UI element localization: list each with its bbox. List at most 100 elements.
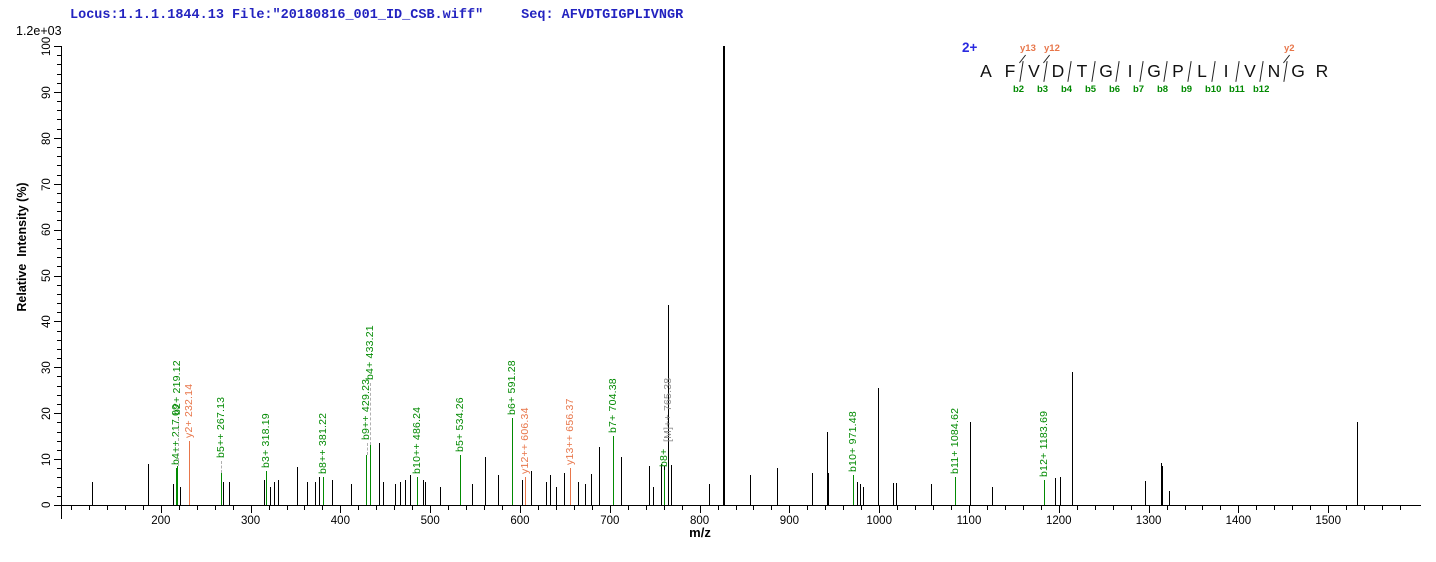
y-minor-tick bbox=[57, 156, 61, 158]
y-major-tick bbox=[54, 183, 61, 185]
x-minor-tick bbox=[1004, 506, 1006, 510]
x-minor-tick bbox=[1022, 506, 1024, 510]
x-major-tick bbox=[1058, 506, 1060, 513]
residue-letter: P bbox=[1172, 60, 1184, 81]
cleavage-gap: b11 bbox=[1229, 58, 1245, 95]
x-tick-label: 600 bbox=[510, 515, 530, 527]
x-tick-label: 1300 bbox=[1135, 515, 1162, 527]
peak bbox=[409, 475, 411, 505]
y-minor-tick bbox=[57, 348, 61, 350]
x-minor-tick bbox=[1202, 506, 1204, 510]
x-minor-tick bbox=[663, 506, 665, 510]
peak bbox=[425, 482, 427, 505]
y-tick-label: 0 bbox=[41, 501, 53, 509]
y-ion-label: y13 bbox=[1020, 43, 1036, 54]
y-minor-tick bbox=[57, 312, 61, 314]
peak bbox=[471, 484, 473, 505]
x-minor-tick bbox=[951, 506, 953, 510]
peak bbox=[1357, 422, 1359, 505]
x-minor-tick bbox=[88, 506, 90, 510]
cleavage-gap: b12 bbox=[1253, 58, 1269, 95]
peak bbox=[895, 483, 897, 505]
y-minor-tick bbox=[57, 449, 61, 451]
y-tick-label: 100 bbox=[41, 37, 53, 57]
y-major-tick bbox=[54, 229, 61, 231]
annotated-peak bbox=[177, 465, 179, 505]
y-tick-label: 30 bbox=[41, 361, 53, 375]
peak bbox=[777, 468, 779, 505]
cleavage-mark bbox=[1043, 61, 1048, 82]
y-minor-tick bbox=[57, 101, 61, 103]
peak bbox=[648, 465, 650, 505]
peak bbox=[92, 482, 94, 505]
peak bbox=[314, 482, 316, 505]
annotated-peak bbox=[613, 436, 615, 505]
peak bbox=[264, 479, 266, 505]
x-tick-label: 1400 bbox=[1225, 515, 1252, 527]
annotated-peak bbox=[323, 477, 325, 505]
peak-label: b5+ 534.26 bbox=[454, 396, 467, 452]
y-major-tick bbox=[54, 459, 61, 461]
b-ion-label: b10 bbox=[1205, 84, 1222, 95]
peak bbox=[440, 486, 442, 505]
b-ion-label: b5 bbox=[1085, 84, 1097, 95]
annotated-peak bbox=[954, 477, 956, 505]
x-minor-tick bbox=[753, 506, 755, 510]
peak bbox=[485, 456, 487, 505]
peak bbox=[970, 422, 972, 505]
annotated-peak bbox=[853, 475, 855, 505]
annotated-peak bbox=[668, 305, 669, 505]
peak bbox=[546, 482, 548, 505]
peak bbox=[497, 475, 499, 505]
y-minor-tick bbox=[57, 385, 61, 387]
x-tick-label: 200 bbox=[151, 515, 171, 527]
peak bbox=[1168, 490, 1170, 505]
annotated-peak bbox=[1043, 479, 1045, 505]
y-major-tick bbox=[54, 91, 61, 93]
residue-letter: R bbox=[1315, 60, 1329, 81]
peak bbox=[229, 482, 231, 505]
peak bbox=[671, 464, 673, 505]
peak bbox=[531, 470, 533, 505]
y-major-tick bbox=[54, 367, 61, 369]
cleavage-gap: b5 bbox=[1085, 58, 1098, 95]
annotated-peak bbox=[266, 470, 268, 505]
peak bbox=[1054, 478, 1056, 505]
peak bbox=[172, 484, 174, 505]
residue-letter: G bbox=[1291, 60, 1305, 81]
y-minor-tick bbox=[57, 174, 61, 176]
y-minor-tick bbox=[57, 110, 61, 112]
cleavage-gap: b4 bbox=[1061, 58, 1074, 95]
residue-letter: A bbox=[980, 60, 992, 81]
cleavage-gap: y2 bbox=[1282, 43, 1295, 84]
peak bbox=[577, 482, 579, 505]
annotated-peak bbox=[570, 468, 572, 505]
residue-letter: T bbox=[1076, 60, 1088, 81]
x-minor-tick bbox=[591, 506, 593, 510]
annotated-peak bbox=[369, 445, 371, 505]
peak bbox=[522, 479, 524, 505]
x-minor-tick bbox=[1076, 506, 1078, 510]
x-minor-tick bbox=[502, 506, 504, 510]
peak-label: b12+ 1183.69 bbox=[1037, 410, 1050, 477]
x-tick-label: 500 bbox=[420, 515, 440, 527]
residue-letter: G bbox=[1099, 60, 1113, 81]
x-tick-label: 300 bbox=[240, 515, 261, 527]
peak-label: y12++ 606.34 bbox=[519, 407, 532, 475]
peak bbox=[147, 463, 149, 505]
x-minor-tick bbox=[627, 506, 629, 510]
y-minor-tick bbox=[57, 293, 61, 295]
y-minor-tick bbox=[57, 128, 61, 130]
y-minor-tick bbox=[57, 431, 61, 433]
peak bbox=[1071, 371, 1073, 505]
b-ion-label: b7 bbox=[1133, 84, 1145, 95]
y-minor-tick bbox=[57, 495, 61, 497]
y-minor-tick bbox=[57, 119, 61, 121]
peak bbox=[620, 456, 622, 505]
x-tick-label: 800 bbox=[689, 515, 710, 527]
residue-letter: L bbox=[1197, 60, 1207, 81]
x-minor-tick bbox=[1292, 506, 1294, 510]
y-tick-label: 70 bbox=[41, 177, 53, 191]
peak bbox=[653, 486, 655, 505]
